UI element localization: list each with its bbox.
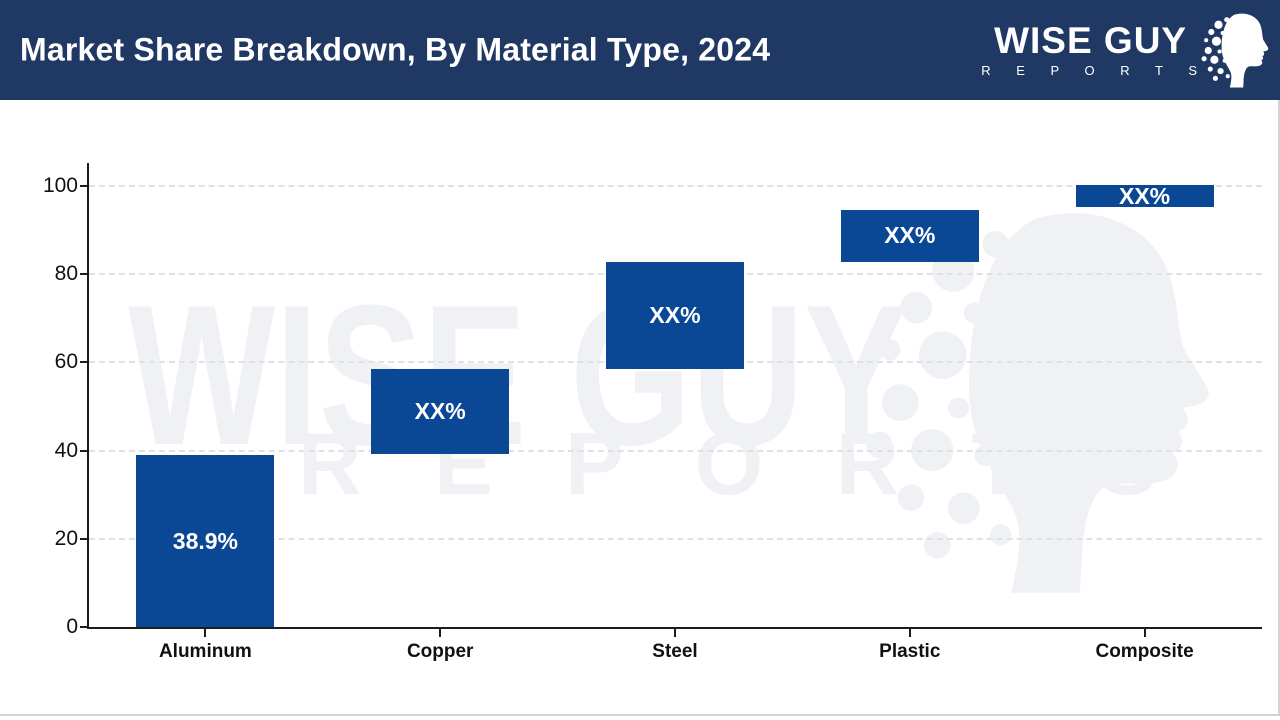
plot-area: 38.9% Aluminum XX% Copper XX% Steel XX% Plastic… <box>88 163 1262 662</box>
y-tick-label-80: 80 <box>54 262 78 286</box>
bar-plastic: XX% <box>840 209 979 262</box>
x-category-label-plastic: Plastic <box>879 641 941 662</box>
bar-aluminum: 38.9% <box>136 455 275 627</box>
y-tick-mark-20 <box>80 537 88 540</box>
brand-logo: WISE GUY R E P O R T S <box>973 8 1272 92</box>
bar-value-label-copper: XX% <box>414 398 466 425</box>
x-category-label-copper: Copper <box>406 641 474 662</box>
x-category-label-aluminum: Aluminum <box>158 641 252 662</box>
bar-steel: XX% <box>605 262 744 370</box>
header-banner: Market Share Breakdown, By Material Type… <box>0 0 1280 100</box>
brand-head-icon <box>1200 11 1272 89</box>
y-tick-mark-80 <box>80 273 88 276</box>
y-tick-mark-40 <box>80 449 88 452</box>
x-tick-mark-composite <box>1143 629 1146 637</box>
category-slot-plastic: XX% Plastic <box>792 163 1027 662</box>
category-slot-aluminum: 38.9% Aluminum <box>88 163 323 662</box>
category-slot-steel: XX% Steel <box>558 163 793 662</box>
x-tick-mark-steel <box>673 629 676 637</box>
bar-value-label-composite: XX% <box>1119 182 1171 209</box>
gridline-20 <box>89 537 1262 540</box>
y-tick-mark-100 <box>80 185 88 187</box>
y-axis-line <box>87 163 89 629</box>
x-tick-mark-copper <box>439 629 442 637</box>
gridline-40 <box>89 449 1262 452</box>
y-tick-mark-0 <box>80 626 88 628</box>
bar-value-label-plastic: XX% <box>884 222 936 249</box>
brand-subname: R E P O R T S <box>981 63 1208 79</box>
x-category-label-composite: Composite <box>1095 641 1194 662</box>
brand-name: WISE GUY <box>994 19 1188 61</box>
bar-composite: XX% <box>1075 182 1214 209</box>
y-tick-mark-60 <box>80 361 88 364</box>
category-slot-copper: XX% Copper <box>323 163 558 662</box>
x-tick-mark-aluminum <box>204 629 207 637</box>
bar-copper: XX% <box>371 369 510 454</box>
y-tick-label-20: 20 <box>54 526 78 550</box>
category-slot-composite: XX% Composite <box>1027 163 1262 662</box>
bottom-frame-rule <box>0 714 1280 716</box>
y-tick-label-60: 60 <box>54 350 78 374</box>
y-tick-label-100: 100 <box>42 174 78 197</box>
right-frame-rule <box>1278 100 1280 716</box>
y-tick-label-40: 40 <box>54 438 78 462</box>
bar-value-label-aluminum: 38.9% <box>172 527 238 554</box>
chart-title: Market Share Breakdown, By Material Type… <box>20 31 771 68</box>
gridline-100 <box>89 185 1262 187</box>
x-category-label-steel: Steel <box>652 641 698 662</box>
bar-value-label-steel: XX% <box>649 302 701 329</box>
brand-logo-text: WISE GUY R E P O R T S <box>973 19 1208 79</box>
x-tick-mark-plastic <box>908 629 911 637</box>
y-tick-label-0: 0 <box>66 615 78 638</box>
x-axis-line <box>87 627 1262 629</box>
